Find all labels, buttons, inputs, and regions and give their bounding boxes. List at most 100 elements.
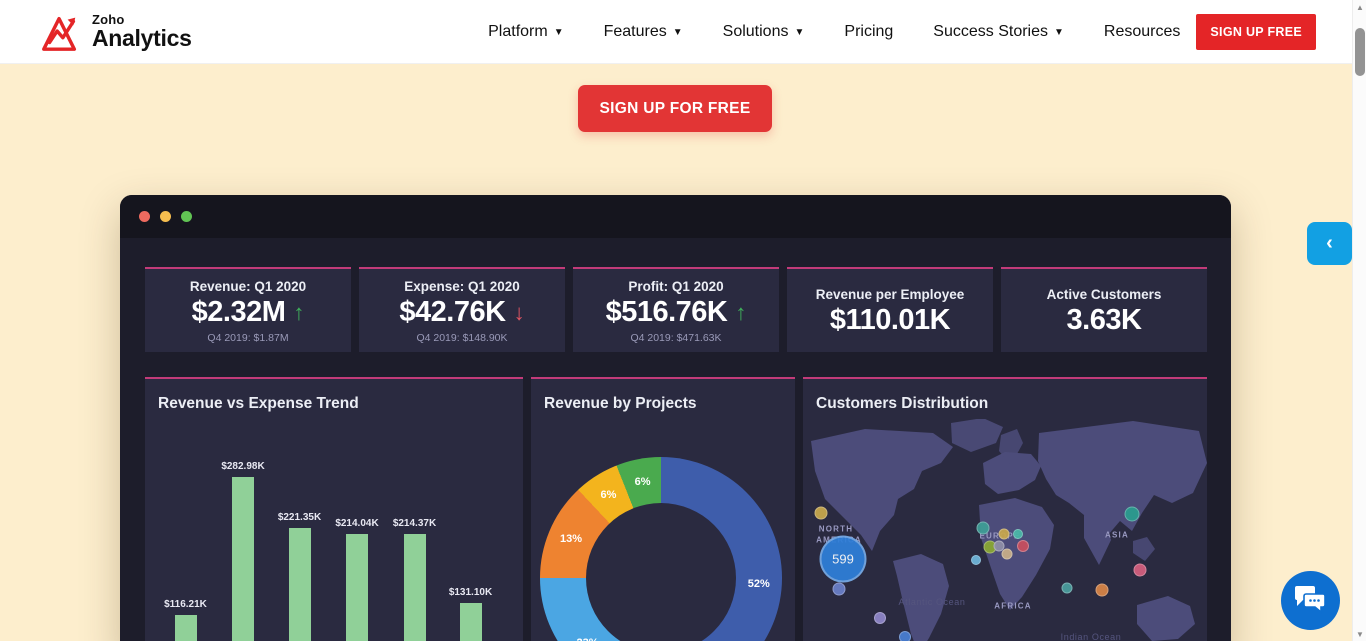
bar[interactable]	[174, 614, 197, 641]
customer-bubble[interactable]	[1017, 540, 1029, 552]
nav-menu: Platform▼ Features▼ Solutions▼ Pricing▼ …	[488, 23, 1180, 41]
customer-bubble[interactable]	[1095, 583, 1109, 597]
logo-text: Zoho Analytics	[92, 13, 192, 50]
chart-title: Customers Distribution	[816, 395, 989, 412]
chat-bubbles-icon	[1294, 584, 1328, 617]
kpi-value: 3.63K	[1066, 303, 1142, 336]
bar-value-label: $116.21K	[164, 598, 207, 610]
kpi-value: $110.01K	[829, 303, 951, 336]
kpi-card-revenue: Revenue: Q1 2020 $2.32M ↑ Q4 2019: $1.87…	[145, 267, 351, 352]
chevron-down-icon: ▼	[1054, 27, 1064, 38]
scroll-down-arrow-icon[interactable]: ▼	[1356, 629, 1364, 639]
customer-bubble[interactable]	[1133, 563, 1147, 577]
ocean-label: Atlantic Ocean	[898, 597, 966, 607]
kpi-value: $2.32M	[191, 296, 286, 328]
bar-value-label: $214.37K	[392, 517, 437, 529]
scroll-up-arrow-icon[interactable]: ▲	[1356, 2, 1364, 12]
logo-zoho-text: Zoho	[92, 12, 125, 27]
page-scrollbar[interactable]: ▲ ▼	[1352, 0, 1366, 641]
slice-percentage-label: 52%	[747, 578, 770, 591]
slice-percentage-label: 13%	[560, 533, 583, 546]
chart-title: Revenue by Projects	[544, 395, 697, 412]
nav-item-success-stories[interactable]: Success Stories ▼	[933, 22, 1064, 40]
customer-bubble[interactable]	[899, 631, 911, 641]
customer-bubble[interactable]	[1061, 582, 1073, 594]
chart-title: Revenue vs Expense Trend	[158, 395, 359, 412]
nav-item-resources[interactable]: Resources▼	[1103, 22, 1181, 40]
customer-bubble[interactable]	[814, 506, 828, 520]
trend-up-icon: ↑	[735, 299, 747, 325]
kpi-title: Revenue: Q1 2020	[189, 279, 307, 294]
charts-row: Revenue vs Expense Trend $116.21K $282.98…	[145, 377, 1207, 641]
trend-up-icon: ↑	[293, 299, 305, 325]
slice-percentage-label: 6%	[600, 489, 617, 502]
chevron-down-icon: ▼	[672, 27, 683, 38]
collapse-panel-button[interactable]: ‹	[1307, 222, 1352, 265]
customer-bubble[interactable]	[1013, 529, 1023, 539]
customer-bubble[interactable]	[832, 582, 846, 596]
bar-value-label: $131.10K	[448, 586, 493, 598]
nav-item-platform[interactable]: Platform ▼	[488, 22, 564, 40]
region-label: ASIA	[1105, 530, 1129, 540]
region-label: AFRICA	[994, 601, 1032, 611]
slice-percentage-label: 23%	[576, 637, 598, 641]
region-label: NORTH	[818, 524, 854, 534]
window-titlebar	[120, 195, 1231, 238]
kpi-card-active-customers: Active Customers 3.63K	[1001, 267, 1207, 352]
donut-hole	[586, 503, 736, 641]
bar-value-label: $221.35K	[277, 511, 322, 523]
chevron-down-icon: ▼	[794, 27, 805, 38]
kpi-value: $42.76K	[399, 296, 506, 328]
kpi-row: Revenue: Q1 2020 $2.32M ↑ Q4 2019: $1.87…	[145, 267, 1207, 352]
kpi-value: $516.76K	[605, 296, 728, 328]
chat-widget-button[interactable]	[1281, 571, 1340, 630]
nav-item-pricing[interactable]: Pricing▼	[844, 22, 894, 40]
kpi-card-revenue-per-employee: Revenue per Employee $110.01K	[787, 267, 993, 352]
customer-bubble[interactable]	[998, 528, 1010, 540]
nav-item-features[interactable]: Features ▼	[603, 22, 683, 40]
map-chart-customers-distribution: Customers Distribution NORTHAMERICAEUROP…	[803, 377, 1207, 641]
bar[interactable]	[403, 533, 426, 641]
nav-signup-button[interactable]: SIGN UP FREE	[1196, 13, 1316, 50]
customer-bubble[interactable]: 599	[819, 535, 867, 583]
kpi-subtitle: Q4 2019: $1.87M	[207, 332, 289, 344]
bubble-value: 599	[832, 551, 854, 567]
logo-product-text: Analytics	[92, 25, 192, 51]
close-window-icon[interactable]	[139, 211, 150, 222]
trend-down-icon: ↓	[513, 299, 525, 325]
kpi-title: Revenue per Employee	[815, 286, 965, 302]
world-map	[811, 419, 1207, 641]
ocean-label: Indian Ocean	[1060, 632, 1122, 641]
top-nav: Zoho Analytics Platform ▼ Features ▼ Solut…	[0, 0, 1366, 64]
donut-chart-revenue-by-projects: Revenue by Projects 52% 23% 13% 6% 6%	[531, 377, 795, 641]
customer-bubble[interactable]	[976, 521, 990, 535]
maximize-window-icon[interactable]	[181, 211, 192, 222]
customer-bubble[interactable]	[1001, 548, 1013, 560]
kpi-card-expense: Expense: Q1 2020 $42.76K ↓ Q4 2019: $148…	[359, 267, 565, 352]
kpi-subtitle: Q4 2019: $148.90K	[416, 332, 508, 344]
bar-value-label: $214.04K	[335, 517, 379, 529]
customer-bubble[interactable]	[993, 540, 1005, 552]
kpi-title: Active Customers	[1046, 286, 1162, 302]
zoho-analytics-logo[interactable]: Zoho Analytics	[36, 11, 192, 53]
bar[interactable]	[459, 602, 482, 641]
bar-value-label: $282.98K	[221, 460, 265, 472]
scrollbar-thumb[interactable]	[1355, 28, 1365, 76]
kpi-card-profit: Profit: Q1 2020 $516.76K ↑ Q4 2019: $471…	[573, 267, 779, 352]
chevron-left-icon: ‹	[1326, 232, 1333, 254]
chevron-down-icon: ▼	[553, 27, 564, 38]
customer-bubble[interactable]	[971, 555, 981, 565]
minimize-window-icon[interactable]	[160, 211, 171, 222]
bar[interactable]	[232, 476, 254, 641]
dashboard-window: Revenue: Q1 2020 $2.32M ↑ Q4 2019: $1.87…	[120, 195, 1231, 641]
kpi-subtitle: Q4 2019: $471.63K	[630, 332, 722, 344]
customer-bubble[interactable]	[874, 612, 886, 624]
bar-chart-revenue-vs-expense: Revenue vs Expense Trend $116.21K $282.98…	[145, 377, 523, 641]
kpi-title: Profit: Q1 2020	[628, 279, 724, 294]
nav-item-solutions[interactable]: Solutions ▼	[722, 22, 805, 40]
kpi-title: Expense: Q1 2020	[404, 279, 520, 294]
customer-bubble[interactable]	[1124, 506, 1140, 522]
bar[interactable]	[288, 527, 311, 641]
bar[interactable]	[346, 533, 368, 641]
hero-signup-button[interactable]: SIGN UP FOR FREE	[578, 85, 772, 132]
